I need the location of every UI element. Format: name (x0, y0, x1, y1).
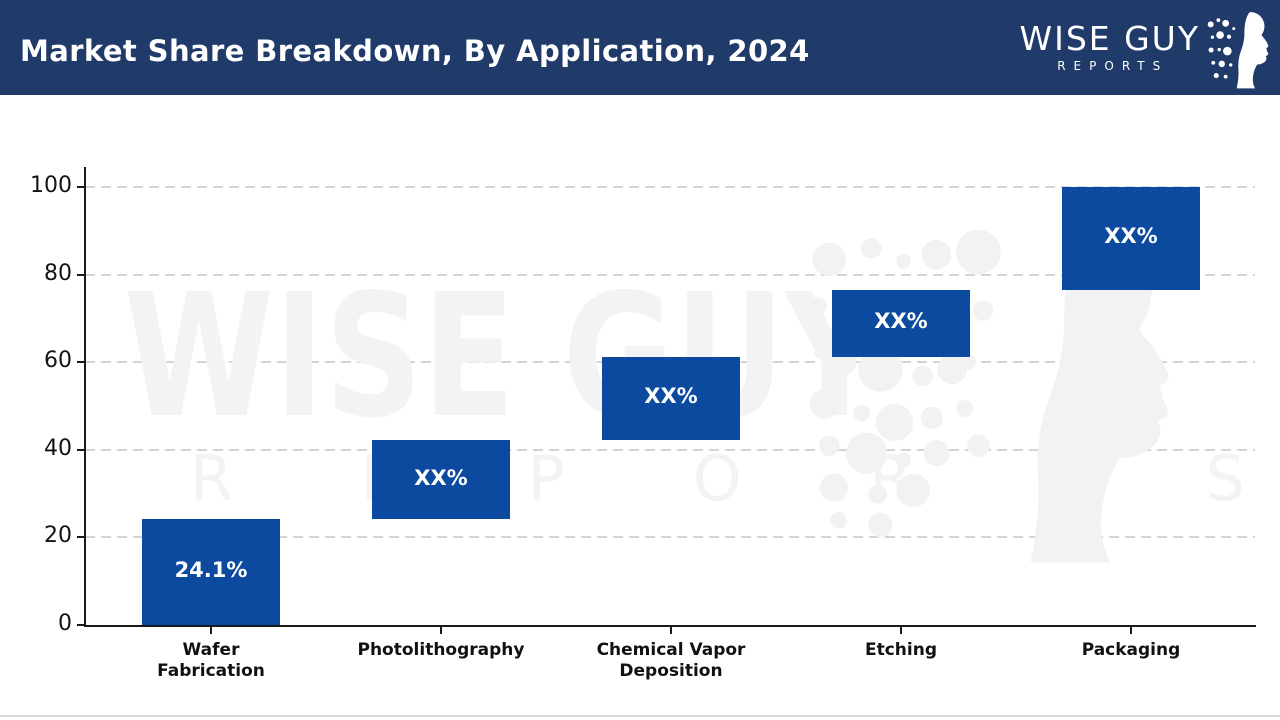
y-tick-label-80: 80 (44, 260, 72, 286)
x-tick-packaging (1130, 627, 1132, 634)
bar-wafer-fabrication (142, 519, 280, 625)
y-tick-40 (77, 448, 84, 451)
bar-value-label-packaging: XX% (1104, 224, 1158, 249)
brand-logo-text: WISE GUY REPORTS (1019, 19, 1200, 74)
y-tick-label-60: 60 (44, 348, 72, 374)
gridline-40 (85, 448, 1255, 451)
header-bar: Market Share Breakdown, By Application, … (0, 0, 1280, 95)
bar-value-label-chemical-vapor-deposition: XX% (644, 384, 698, 409)
bar-packaging (1062, 187, 1200, 290)
y-tick-0 (77, 624, 84, 626)
y-tick-20 (77, 536, 84, 539)
chart-title: Market Share Breakdown, By Application, … (20, 34, 810, 68)
bottom-divider (0, 715, 1280, 717)
brand-face-icon (1207, 12, 1269, 89)
x-tick-etching (900, 627, 902, 634)
brand-logo-wiseguy-label: WISE GUY (1019, 19, 1200, 58)
y-tick-100 (77, 186, 84, 188)
bar-photolithography (372, 439, 510, 520)
x-tick-wafer-fabrication (210, 627, 212, 634)
y-tick-label-100: 100 (30, 173, 72, 198)
brand-logo: WISE GUY REPORTS (1019, 4, 1272, 92)
x-category-label-packaging: Packaging (1081, 640, 1181, 660)
y-axis-line (84, 167, 86, 627)
gridline-80 (85, 273, 1255, 276)
y-tick-label-40: 40 (44, 435, 72, 461)
x-category-label-photolithography: Photolithography (357, 640, 525, 660)
bar-etching (832, 289, 970, 357)
bar-value-label-etching: XX% (874, 309, 928, 334)
gridline-20 (85, 536, 1255, 539)
y-tick-label-20: 20 (44, 523, 72, 549)
y-tick-80 (77, 273, 84, 276)
x-axis-line (84, 625, 1256, 627)
bar-value-label-wafer-fabrication: 24.1% (174, 558, 248, 583)
x-tick-chemical-vapor-deposition (670, 627, 672, 634)
x-tick-photolithography (440, 627, 442, 634)
x-category-label-etching: Etching (864, 640, 938, 660)
bar-chemical-vapor-deposition (602, 356, 740, 440)
gridline-100 (85, 186, 1255, 188)
watermark-wiseguy-text: WISE GUY (124, 258, 884, 456)
bar-value-label-photolithography: XX% (414, 465, 468, 490)
x-category-label-wafer-fabrication: Wafer Fabrication (157, 640, 265, 681)
brand-logo-reports-label: REPORTS (1057, 59, 1169, 73)
y-tick-label-0: 0 (58, 611, 72, 636)
x-category-label-chemical-vapor-deposition: Chemical Vapor Deposition (596, 640, 746, 681)
y-tick-60 (77, 361, 84, 364)
